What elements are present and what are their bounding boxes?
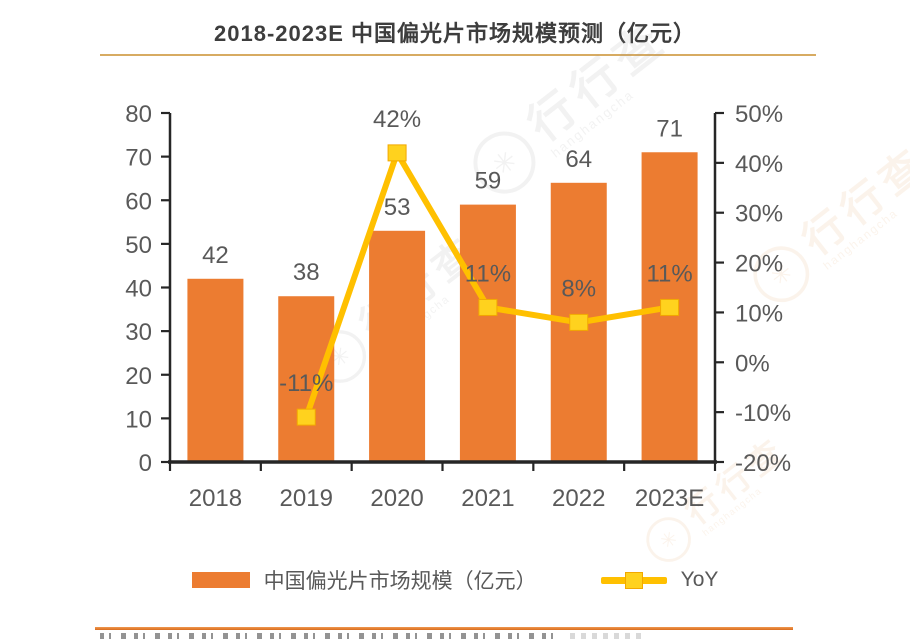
- left-axis-label: 70: [125, 145, 152, 172]
- right-axis-label: -20%: [735, 450, 791, 477]
- yoy-marker-icon: [478, 298, 498, 316]
- right-axis-label: 10%: [735, 300, 783, 327]
- yoy-value-label: -11%: [279, 370, 333, 397]
- legend-line-marker-icon: [624, 571, 643, 589]
- yoy-value-label: 42%: [373, 106, 421, 133]
- right-axis-label: 30%: [735, 201, 783, 228]
- right-axis-label: 50%: [735, 101, 783, 128]
- yoy-marker-icon: [296, 408, 316, 426]
- bar-value-label: 59: [475, 168, 502, 195]
- yoy-value-label: 8%: [561, 275, 596, 302]
- left-axis-label: 30: [125, 319, 152, 346]
- yoy-marker-icon: [387, 144, 407, 162]
- yoy-value-label: 11%: [646, 260, 692, 287]
- right-axis-label: 40%: [735, 151, 783, 178]
- legend-line-swatch: [600, 571, 667, 589]
- bar-value-label: 53: [384, 194, 411, 221]
- bar-value-label: 71: [656, 115, 683, 142]
- x-axis-label: 2021: [461, 485, 514, 512]
- bar-value-label: 38: [293, 259, 320, 286]
- bar-value-label: 64: [565, 146, 592, 173]
- clipped-source-text: [100, 633, 560, 639]
- chart-legend: 中国偏光片市场规模（亿元） YoY: [0, 563, 910, 597]
- left-axis-label: 20: [125, 363, 152, 390]
- yoy-marker-icon: [660, 298, 680, 316]
- left-axis-label: 10: [125, 406, 152, 433]
- left-axis-label: 80: [125, 101, 152, 128]
- left-axis-label: 0: [139, 450, 152, 477]
- chart-title: 2018-2023E 中国偏光片市场规模预测（亿元）: [214, 21, 696, 46]
- right-axis-label: -10%: [735, 400, 791, 427]
- bottom-divider: [95, 627, 793, 630]
- left-axis-label: 40: [125, 276, 152, 303]
- title-underline: [100, 54, 816, 56]
- bar-2019: [278, 296, 335, 462]
- legend-bar-swatch: [191, 572, 250, 588]
- bar-value-label: 42: [202, 242, 229, 269]
- bar-2021: [459, 204, 516, 463]
- right-axis-label: 0%: [735, 350, 770, 377]
- left-axis-label: 60: [125, 188, 152, 215]
- yoy-value-label: 11%: [465, 260, 511, 287]
- right-axis-label: 20%: [735, 251, 783, 278]
- left-axis-label: 50: [125, 232, 152, 259]
- yoy-marker-icon: [569, 313, 589, 331]
- clipped-source-text-light: [570, 633, 642, 639]
- x-axis-label: 2023E: [635, 485, 704, 512]
- x-axis-label: 2022: [552, 485, 605, 512]
- legend-line-label: YoY: [680, 568, 719, 591]
- x-axis-label: 2019: [280, 485, 333, 512]
- x-axis-label: 2018: [189, 485, 242, 512]
- legend-bar-label: 中国偏光片市场规模（亿元）: [263, 570, 537, 593]
- bar-2018: [187, 278, 244, 462]
- x-axis-label: 2020: [370, 485, 423, 512]
- bar-2020: [369, 230, 426, 462]
